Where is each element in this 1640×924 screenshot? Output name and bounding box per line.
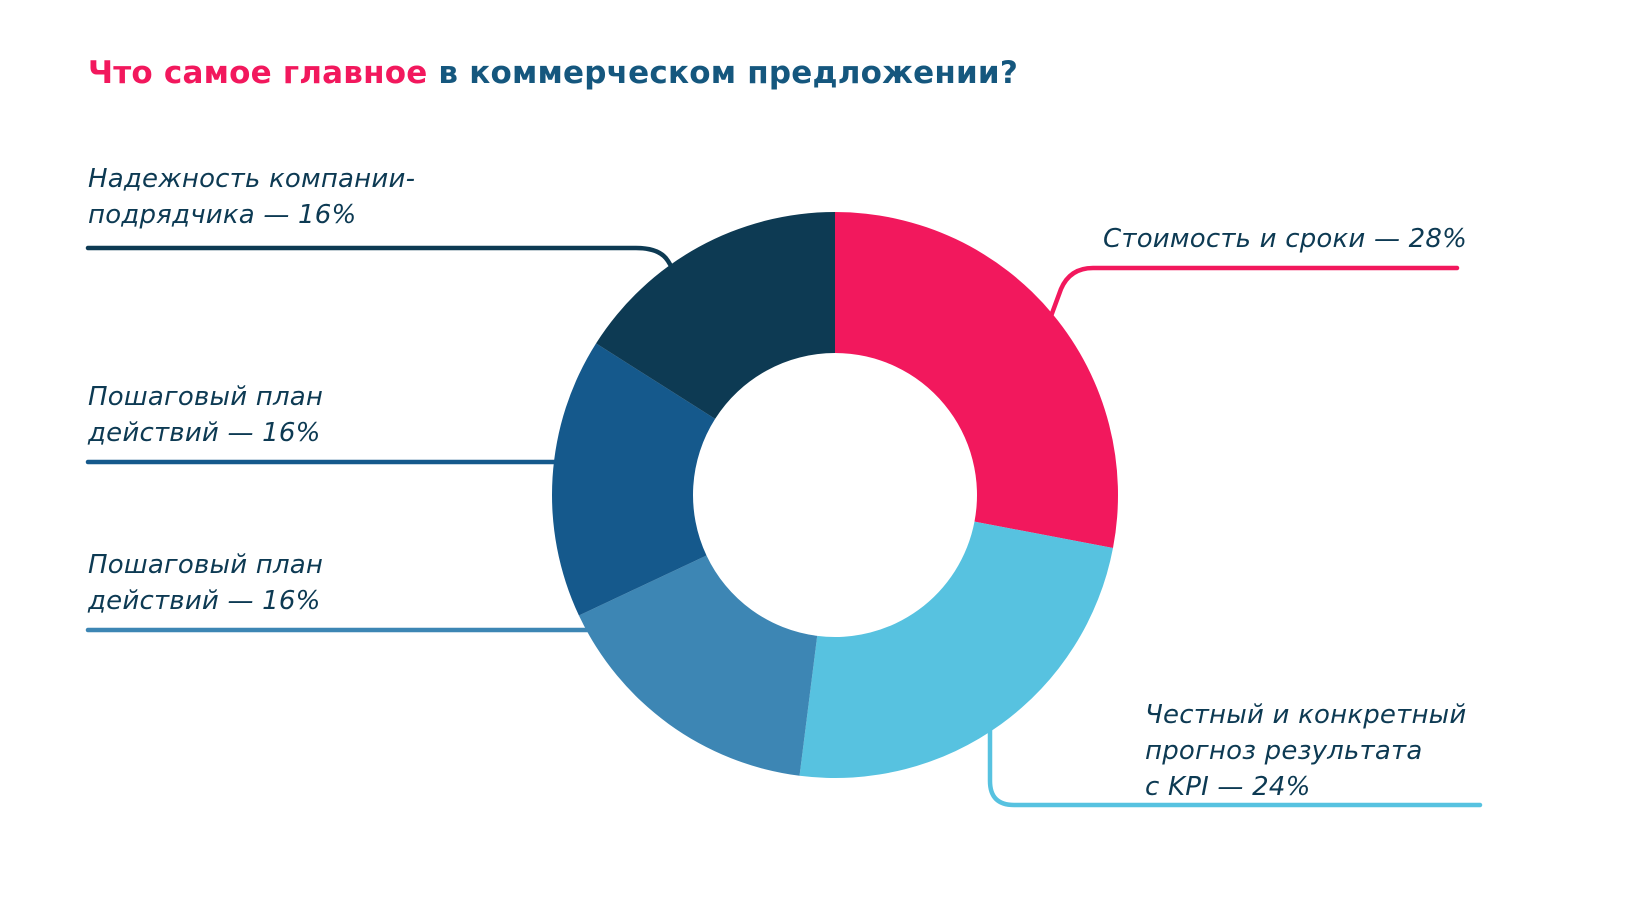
leader-reliability [85, 245, 680, 279]
callout-plan2-line1: Пошаговый план [88, 550, 324, 580]
callout-plan1-line1: Пошаговый план [88, 382, 324, 412]
donut-slices [551, 212, 1119, 779]
callout-plan-2: Пошаговый план действий — 16% [88, 548, 323, 620]
callout-reliability: Надежность компании- подрядчика — 16% [88, 162, 415, 234]
callout-plan1-line2: действий — 16% [88, 417, 321, 448]
donut-slice-1 [799, 521, 1113, 779]
leader-lines [85, 245, 1483, 808]
callout-reliability-line2: подрядчика — 16% [88, 199, 357, 230]
callout-cost: Стоимость и сроки — 28% [1103, 222, 1467, 258]
leader-cost [1044, 265, 1460, 330]
leader-forecast [987, 725, 1483, 808]
callout-forecast-line1: Честный и конкретный [1145, 700, 1467, 730]
donut-slice-3 [551, 343, 716, 616]
donut-slice-2 [578, 555, 818, 776]
callout-plan2-line2: действий — 16% [88, 585, 321, 616]
callout-forecast: Честный и конкретный прогноз результата … [1145, 698, 1467, 806]
page-title: Что самое главное в коммерческом предлож… [88, 55, 1018, 91]
callout-forecast-line2: прогноз результата [1145, 735, 1423, 766]
title-highlight: Что самое главное [88, 55, 428, 91]
callout-reliability-line1: Надежность компании- [88, 164, 416, 194]
callout-cost-line1: Стоимость и сроки — 28% [1103, 224, 1468, 254]
donut-slice-4 [596, 212, 835, 419]
callout-forecast-line3: с KPI — 24% [1145, 771, 1311, 802]
title-rest: в коммерческом предложении? [427, 55, 1019, 91]
donut-slice-0 [835, 212, 1119, 549]
callout-plan-1: Пошаговый план действий — 16% [88, 380, 323, 452]
